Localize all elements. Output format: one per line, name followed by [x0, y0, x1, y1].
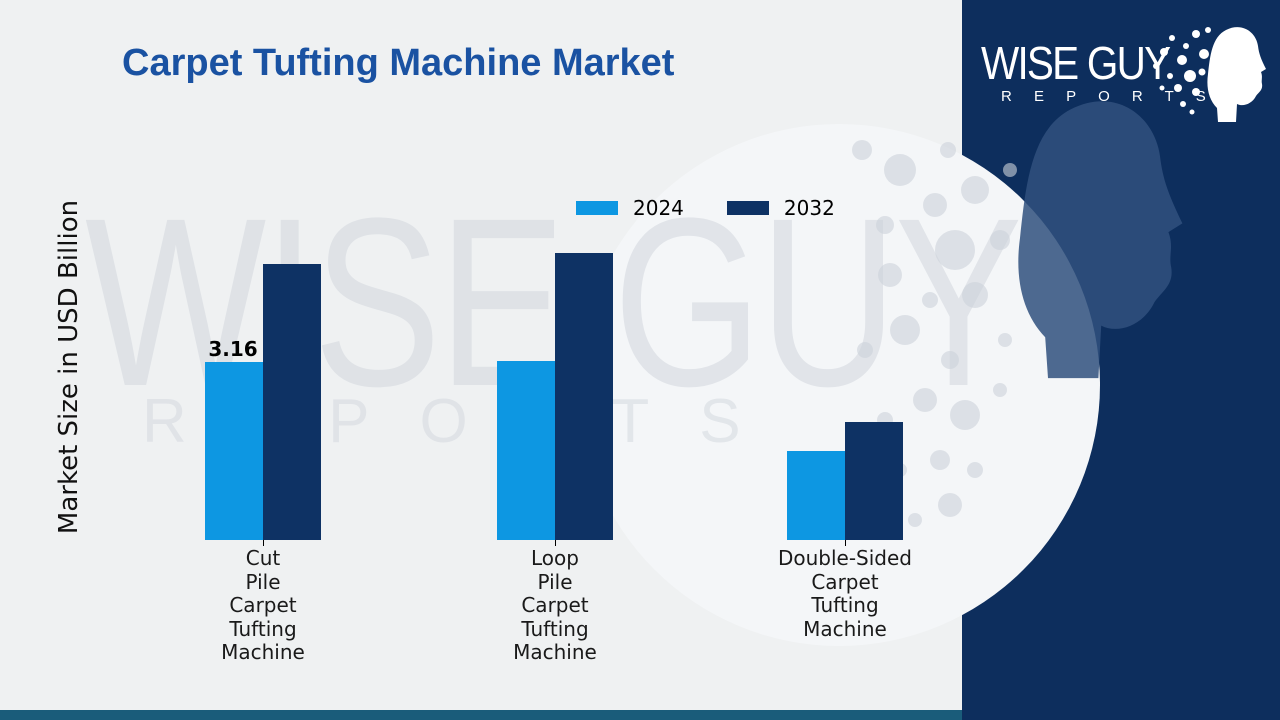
category-label-double-sided: Double-Sided Carpet Tufting Machine — [777, 546, 913, 641]
legend-item-2032: 2032 — [726, 196, 835, 220]
bar-2032-cut-pile — [263, 264, 321, 540]
bar-2032-double-sided — [845, 422, 903, 540]
bar-2024-cut-pile — [205, 362, 263, 540]
legend-swatch-2024 — [576, 201, 618, 215]
logo-wiseguy-text: WISE GUY — [981, 37, 1171, 89]
bar-2024-loop-pile — [497, 361, 555, 540]
legend-swatch-2032 — [726, 201, 769, 215]
bottom-accent-bar — [0, 710, 962, 720]
legend-label-2024: 2024 — [633, 196, 684, 220]
legend-item-2024: 2024 — [576, 196, 684, 220]
bar-value-label-2024-cut-pile: 3.16 — [208, 337, 258, 361]
bar-2032-loop-pile — [555, 253, 613, 540]
x-axis-tick-cut-pile — [263, 540, 264, 546]
logo-reports-text: R E P O R T S — [1001, 88, 1215, 105]
background-circle — [578, 124, 1100, 646]
x-axis-tick-double-sided — [845, 540, 846, 546]
x-axis-tick-loop-pile — [555, 540, 556, 546]
chart-legend: 2024 2032 — [576, 196, 835, 220]
chart-title: Carpet Tufting Machine Market — [122, 42, 675, 84]
watermark-dots-pattern — [852, 140, 1017, 527]
category-label-loop-pile: Loop Pile Carpet Tufting Machine — [513, 546, 597, 664]
bar-2024-double-sided — [787, 451, 845, 540]
background-face-silhouette — [1018, 101, 1183, 379]
logo-head-icon — [1153, 27, 1266, 123]
legend-label-2032: 2032 — [783, 196, 835, 220]
category-label-cut-pile: Cut Pile Carpet Tufting Machine — [221, 546, 305, 664]
